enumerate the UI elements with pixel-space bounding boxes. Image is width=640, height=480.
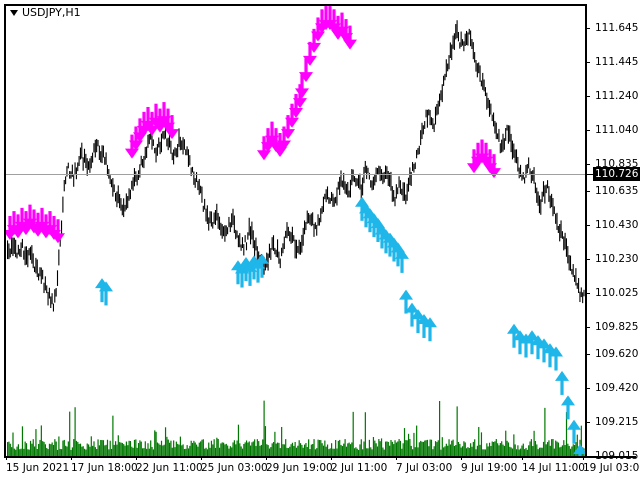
time-axis-label: 2 Jul 11:00 (331, 462, 388, 474)
price-line (7, 20, 585, 312)
sell-signal-arrow (307, 28, 321, 53)
time-axis-line (4, 456, 636, 458)
price-tick (585, 96, 590, 97)
price-axis-label: 110.230 (595, 253, 639, 265)
price-axis-label: 111.445 (595, 56, 639, 68)
buy-signal-arrow (99, 281, 113, 306)
sell-signal-arrow (487, 154, 501, 179)
current-price-label: 110.726 (593, 167, 640, 181)
sell-signal-arrow (343, 25, 357, 50)
time-axis-label: 25 Jun 03:00 (201, 462, 268, 474)
sell-signal-arrow (285, 103, 299, 128)
time-tick (6, 456, 7, 460)
price-tick (585, 354, 590, 355)
buy-signal-arrow (525, 330, 539, 355)
buy-signal-arrow (555, 370, 569, 395)
price-axis-line (585, 4, 587, 458)
time-tick (266, 456, 267, 460)
buy-signal-arrow (573, 444, 585, 456)
price-tick (585, 164, 590, 165)
sell-signal-arrow (125, 134, 139, 159)
price-tick (585, 422, 590, 423)
price-plot[interactable] (6, 6, 585, 456)
price-tick (585, 327, 590, 328)
current-price-tick (585, 174, 593, 175)
price-axis-label: 109.215 (595, 416, 639, 428)
buy-signal-arrow (561, 395, 575, 420)
price-axis-label: 111.240 (595, 90, 639, 102)
price-tick (585, 293, 590, 294)
price-tick (585, 259, 590, 260)
price-tick (585, 28, 590, 29)
sell-signal-arrow (299, 58, 313, 83)
time-axis-label: 19 Jul 03:00 (583, 462, 640, 474)
time-axis-label: 15 Jun 2021 (6, 462, 70, 474)
signal-arrows (6, 6, 585, 456)
buy-signal-arrow (423, 317, 437, 342)
sell-signal-arrow (303, 41, 317, 66)
time-tick (201, 456, 202, 460)
time-tick (396, 456, 397, 460)
sell-signal-arrow (129, 126, 143, 151)
symbol-label[interactable]: USDJPY,H1 (10, 6, 81, 19)
sell-signal-arrow (289, 93, 303, 118)
price-tick (585, 191, 590, 192)
price-tick (585, 130, 590, 131)
chevron-down-icon[interactable] (10, 9, 18, 16)
volume-histogram (7, 400, 585, 456)
sell-signal-arrow (145, 111, 159, 136)
time-tick (71, 456, 72, 460)
buy-signal-arrow (411, 309, 425, 334)
buy-signal-arrow (549, 346, 563, 371)
price-axis-label: 110.430 (595, 219, 639, 231)
time-tick (522, 456, 523, 460)
price-axis-label: 110.025 (595, 287, 639, 299)
time-axis-label: 17 Jun 18:00 (71, 462, 138, 474)
time-tick (136, 456, 137, 460)
price-axis-label: 109.620 (595, 348, 639, 360)
sell-signal-arrow (295, 74, 309, 99)
buy-signal-arrow (405, 302, 419, 327)
buy-signal-arrow (507, 323, 521, 348)
time-axis-label: 29 Jun 19:00 (266, 462, 333, 474)
time-axis-label: 22 Jun 11:00 (136, 462, 203, 474)
time-axis-label: 7 Jul 03:00 (396, 462, 453, 474)
sell-signal-arrow (257, 136, 271, 161)
symbol-text: USDJPY,H1 (22, 6, 81, 19)
sell-signal-arrow (51, 219, 65, 244)
sell-signal-arrow (165, 115, 179, 140)
time-axis-label: 14 Jul 11:00 (522, 462, 585, 474)
buy-signal-arrow (519, 333, 533, 358)
buy-signal-arrow (395, 248, 409, 273)
time-axis-label: 9 Jul 19:00 (461, 462, 518, 474)
price-axis-label: 111.645 (595, 22, 639, 34)
price-axis-label: 109.420 (595, 382, 639, 394)
price-axis-label: 111.040 (595, 124, 639, 136)
time-tick (583, 456, 584, 460)
buy-signal-arrow (399, 289, 413, 314)
buy-signal-arrow (567, 419, 581, 444)
time-tick (461, 456, 462, 460)
price-tick (585, 225, 590, 226)
time-tick (331, 456, 332, 460)
buy-signal-arrow (255, 253, 269, 278)
price-tick (585, 62, 590, 63)
current-price-line (6, 174, 585, 175)
buy-signal-arrow (537, 338, 551, 363)
sell-signal-arrow (277, 126, 291, 151)
price-axis-label: 109.015 (595, 450, 639, 462)
sell-signal-arrow (311, 17, 325, 42)
price-tick (585, 456, 590, 457)
price-axis-label: 110.635 (595, 185, 639, 197)
sell-signal-arrow (281, 115, 295, 140)
price-axis-label: 109.825 (595, 321, 639, 333)
price-tick (585, 388, 590, 389)
